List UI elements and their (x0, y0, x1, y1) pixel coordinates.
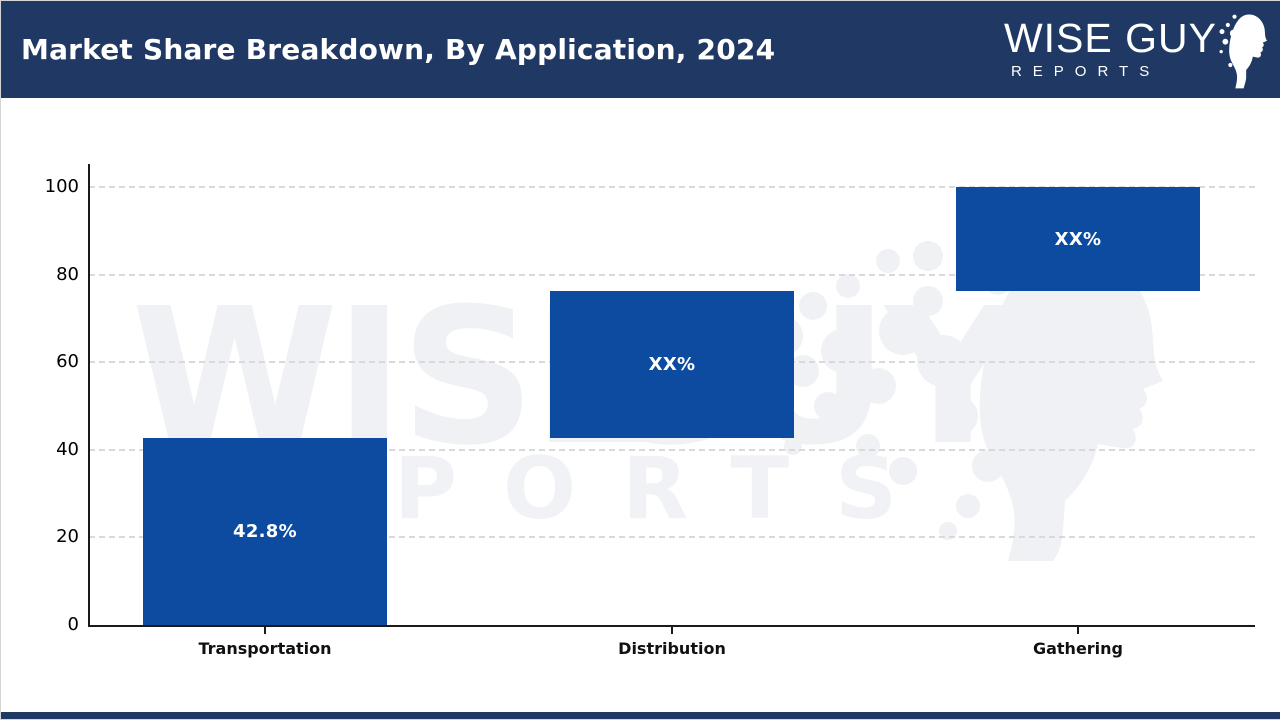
bar-transportation: 42.8% (143, 437, 387, 625)
y-tick-label-40: 40 (56, 438, 79, 460)
x-tick-gathering (1077, 627, 1079, 634)
gridline-y100 (89, 186, 1255, 188)
y-tick-label-100: 100 (44, 176, 79, 197)
x-category-label-transportation: Transportation (198, 639, 332, 658)
gridline-y20 (89, 536, 1255, 539)
brand-name: WISE GUY (1003, 15, 1217, 61)
bar-distribution: XX% (550, 291, 794, 438)
bar-gathering: XX% (956, 187, 1200, 292)
x-tick-distribution (671, 627, 673, 634)
dotted-head-icon (1217, 10, 1267, 94)
x-tick-transportation (264, 627, 266, 634)
y-tick-label-80: 80 (56, 263, 79, 285)
gridline-y40 (89, 448, 1255, 451)
y-tick-label-0: 0 (67, 614, 79, 635)
brand-logo: WISE GUY REPORTS (1004, 10, 1267, 94)
x-category-label-gathering: Gathering (1032, 639, 1124, 658)
chart-area: WISE GUY REPORTS 0 20 40 60 80 100 42.8% XX% XX%… (1, 98, 1280, 714)
header-bar: Market Share Breakdown, By Application, … (1, 1, 1280, 98)
brand-subtitle: REPORTS (1010, 63, 1161, 80)
footer-bar (1, 712, 1280, 719)
gridline-y80 (89, 273, 1255, 276)
x-category-label-distribution: Distribution (618, 639, 726, 658)
y-tick-label-20: 20 (56, 526, 79, 548)
page-title: Market Share Breakdown, By Application, … (21, 33, 776, 66)
brand-logo-text: WISE GUY REPORTS (1003, 15, 1217, 81)
y-tick-label-60: 60 (56, 351, 79, 373)
x-axis-line (88, 625, 1255, 627)
bar-value-label-distribution: XX% (648, 353, 696, 375)
y-axis-line (88, 164, 90, 627)
bar-value-label-transportation: 42.8% (233, 520, 297, 542)
bar-value-label-gathering: XX% (1054, 228, 1102, 250)
